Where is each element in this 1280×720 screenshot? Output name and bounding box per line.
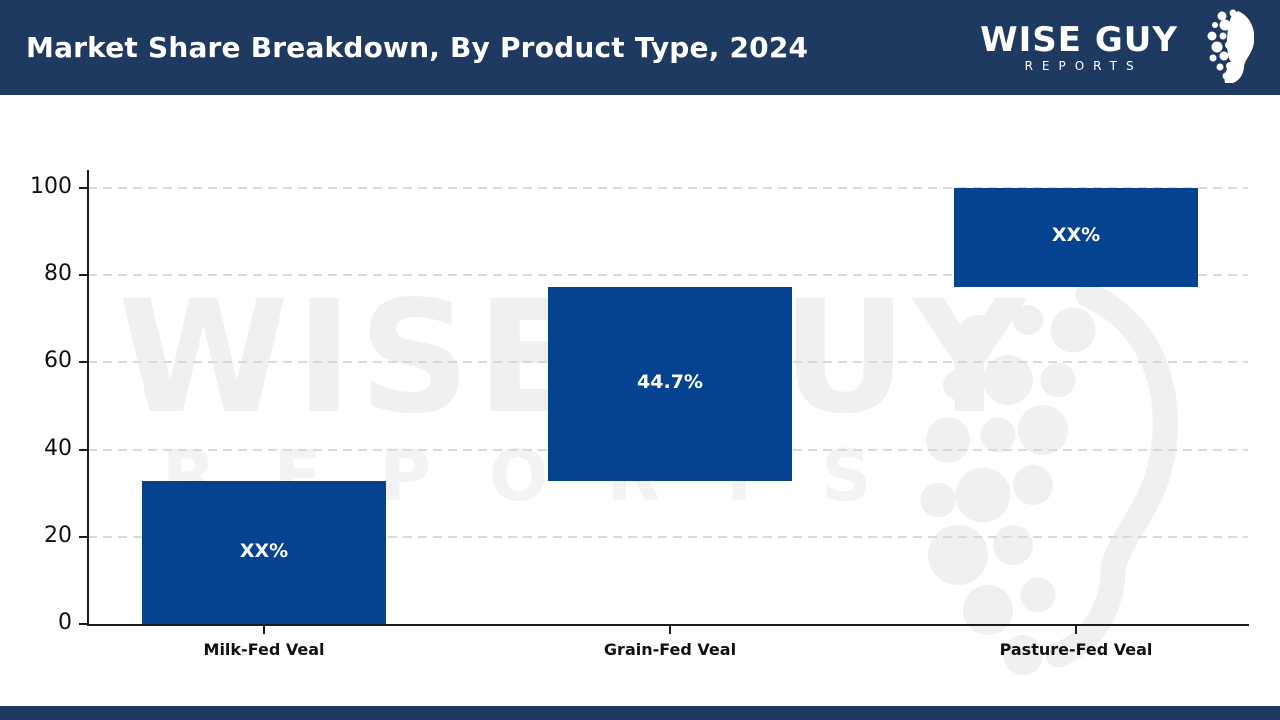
grid-line-20 xyxy=(88,535,1248,538)
watermark-face-icon xyxy=(920,282,1178,675)
y-tick-mark-20 xyxy=(79,535,88,538)
y-tick-label-40: 40 xyxy=(44,435,72,461)
y-tick-label-20: 20 xyxy=(44,522,72,548)
chart-area: WISE GUY REPORTS 0 20 40 60 80 100 XX% Milk-Fed… xyxy=(0,95,1280,706)
bar-grain-fed-veal xyxy=(548,286,792,482)
x-axis-label-pasture-fed-veal: Pasture-Fed Veal xyxy=(999,640,1153,659)
y-tick-mark-60 xyxy=(79,361,88,364)
grid-line-100 xyxy=(88,187,1248,189)
x-axis-label-grain-fed-veal: Grain-Fed Veal xyxy=(603,640,737,659)
brand-subtitle: REPORTS xyxy=(1024,59,1143,73)
y-tick-mark-80 xyxy=(79,274,88,277)
axis-x-spine xyxy=(87,624,1249,626)
y-tick-mark-0 xyxy=(79,623,88,625)
x-axis-label-milk-fed-veal: Milk-Fed Veal xyxy=(203,640,325,659)
bar-value-label-pasture-fed-veal: XX% xyxy=(1051,224,1101,247)
grid-line-80 xyxy=(88,274,1248,277)
x-tick-mark-grain-fed-veal xyxy=(669,626,671,634)
x-tick-mark-pasture-fed-veal xyxy=(1075,626,1077,634)
x-tick-mark-milk-fed-veal xyxy=(263,626,265,634)
footer-bar xyxy=(0,706,1280,720)
brand-face-icon xyxy=(1207,9,1254,83)
bar-value-label-grain-fed-veal: 44.7% xyxy=(637,370,703,393)
y-tick-mark-100 xyxy=(79,187,88,189)
header-bar: Market Share Breakdown, By Product Type,… xyxy=(0,0,1280,95)
y-tick-label-100: 100 xyxy=(30,174,72,199)
page-title: Market Share Breakdown, By Product Type,… xyxy=(26,31,809,64)
y-tick-mark-40 xyxy=(79,448,88,451)
y-tick-label-0: 0 xyxy=(58,610,72,635)
bar-value-label-milk-fed-veal: XX% xyxy=(239,539,289,562)
brand-logo: WISE GUY REPORTS xyxy=(980,9,1254,87)
y-tick-label-60: 60 xyxy=(44,348,72,374)
y-tick-label-80: 80 xyxy=(44,261,72,287)
bar-pasture-fed-veal xyxy=(954,188,1198,287)
bar-milk-fed-veal xyxy=(142,481,386,624)
axis-y-spine xyxy=(87,170,89,626)
brand-logo-text: WISE GUY REPORTS xyxy=(980,23,1178,72)
brand-name: WISE GUY xyxy=(980,20,1178,60)
